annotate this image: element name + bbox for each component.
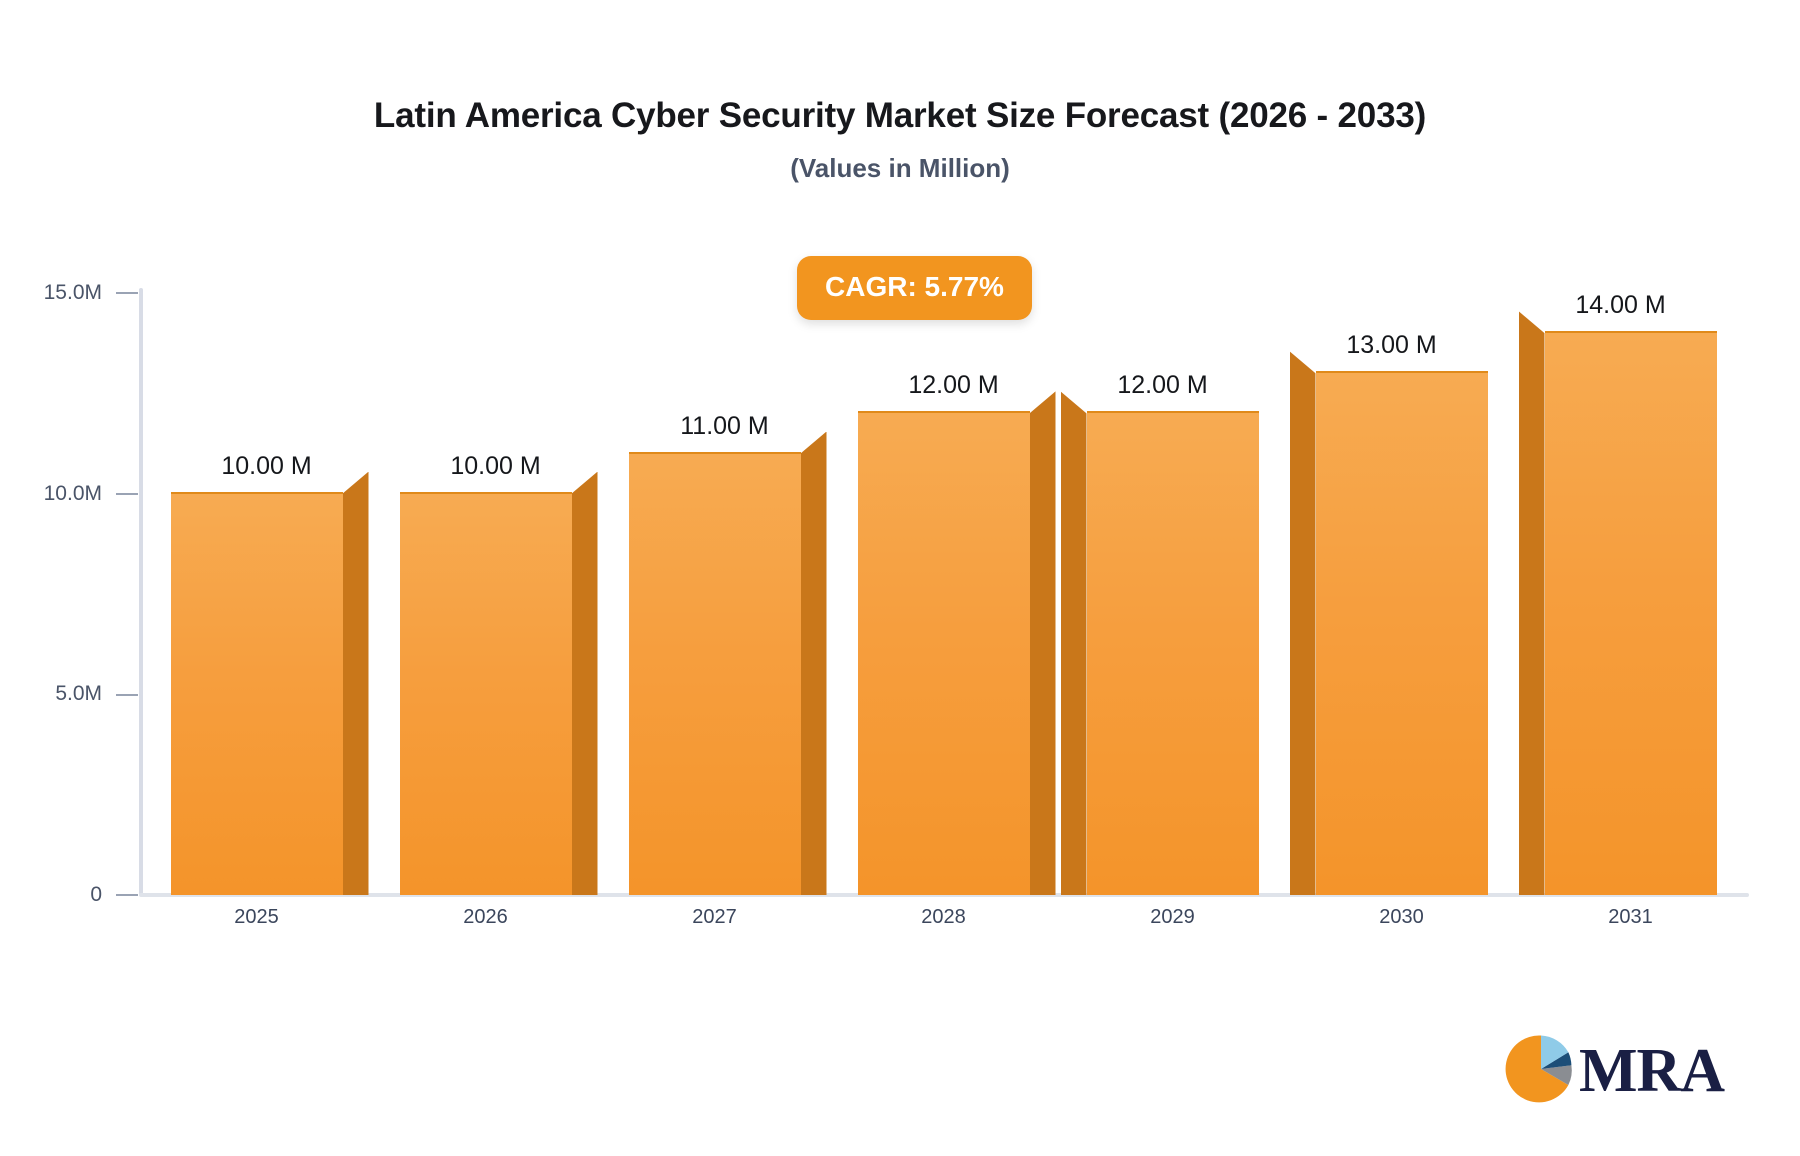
bar-2029[interactable]: [1060, 391, 1259, 895]
mra-logo: MRA: [1503, 1028, 1743, 1114]
title-block: Latin America Cyber Security Market Size…: [0, 95, 1800, 184]
x-axis-label-2028: 2028: [921, 906, 966, 928]
bar-side-face: [571, 471, 598, 895]
bar-front-face: [1086, 411, 1259, 895]
bar-2026[interactable]: [399, 471, 598, 895]
bar-front-face: [170, 491, 343, 895]
bar-value-label: 10.00 M: [450, 451, 541, 480]
bar-front-face: [1544, 331, 1717, 895]
bar-2031[interactable]: [1518, 311, 1717, 895]
logo-text: MRA: [1579, 1037, 1725, 1105]
cagr-badge: CAGR: 5.77%: [797, 256, 1032, 320]
bar-value-label: 14.00 M: [1575, 291, 1666, 320]
bar-value-label: 13.00 M: [1346, 331, 1437, 360]
bar-side-face: [1060, 391, 1087, 895]
bar-2025[interactable]: [170, 471, 369, 895]
x-axis-label-2029: 2029: [1150, 906, 1195, 928]
x-axis-label-2025: 2025: [234, 906, 279, 928]
x-axis-label-2031: 2031: [1608, 906, 1653, 928]
chart-subtitle: (Values in Million): [790, 153, 1010, 183]
page-title: Latin America Cyber Security Market Size…: [373, 96, 1427, 135]
bar-side-face: [1518, 311, 1545, 895]
bar-2028[interactable]: [857, 391, 1056, 895]
y-axis-tick-label: 10.0M: [0, 482, 138, 506]
x-axis-label-2027: 2027: [692, 906, 737, 928]
bar-value-label: 11.00 M: [680, 411, 769, 440]
x-axis-label-2026: 2026: [463, 906, 508, 928]
bar-side-face: [1029, 391, 1056, 895]
bar-value-label: 12.00 M: [908, 371, 999, 400]
y-axis-tick-label: 5.0M: [0, 682, 138, 706]
bar-value-label: 10.00 M: [221, 451, 312, 480]
pie-chart-icon: [1503, 1031, 1579, 1112]
bar-front-face: [628, 451, 801, 895]
bar-2030[interactable]: [1289, 351, 1488, 895]
bar-front-face: [857, 411, 1030, 895]
bar-side-face: [1289, 351, 1316, 895]
x-axis-label-2030: 2030: [1379, 906, 1424, 928]
y-axis-tick-label: 15.0M: [0, 281, 138, 305]
bar-2027[interactable]: [628, 431, 827, 895]
bar-value-label: 12.00 M: [1117, 371, 1208, 400]
bar-front-face: [399, 491, 572, 895]
bar-side-face: [800, 431, 827, 895]
bar-side-face: [342, 471, 369, 895]
y-axis-tick-label: 0: [0, 883, 138, 907]
x-axis-line: [139, 893, 1749, 897]
bar-front-face: [1315, 371, 1488, 895]
y-axis-line: [139, 288, 143, 895]
